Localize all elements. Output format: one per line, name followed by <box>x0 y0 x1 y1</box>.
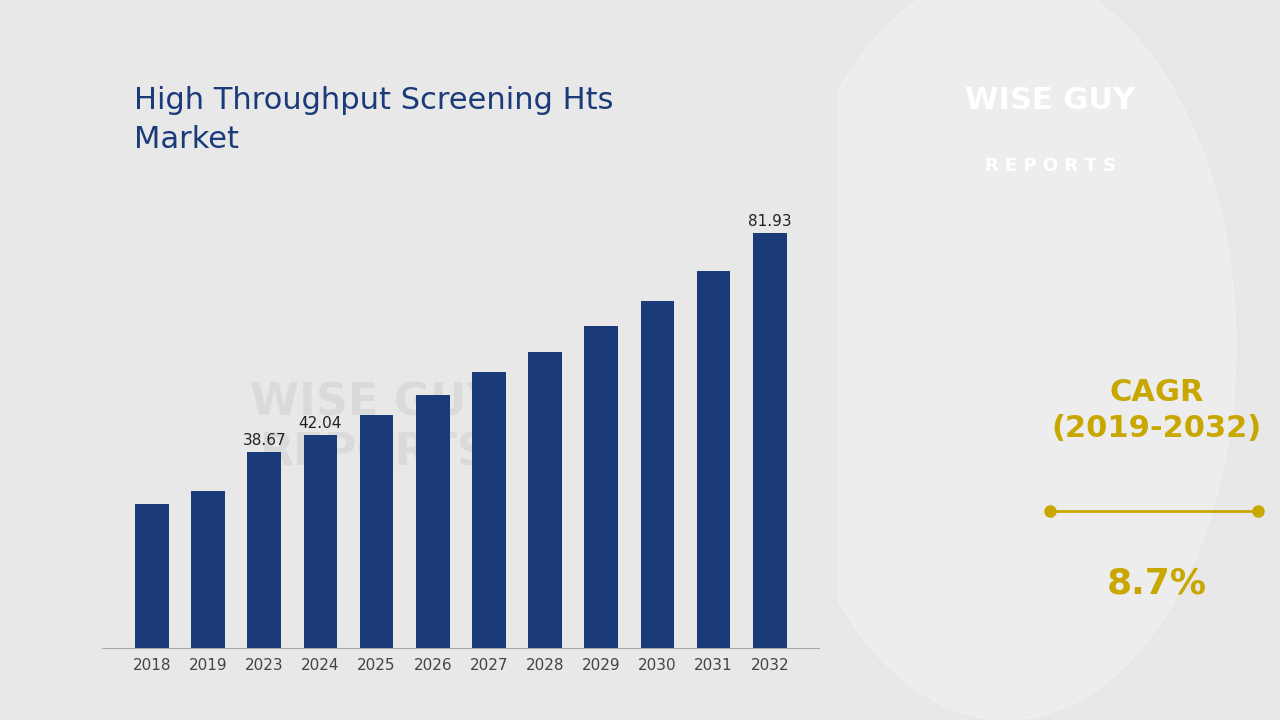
Text: 81.93: 81.93 <box>748 214 791 229</box>
Text: R E P O R T S: R E P O R T S <box>984 157 1116 175</box>
Text: 8.7%: 8.7% <box>1106 566 1206 600</box>
Bar <box>360 415 393 648</box>
Circle shape <box>777 0 1236 720</box>
Bar <box>247 452 282 648</box>
Bar <box>753 233 787 648</box>
Bar <box>191 491 225 648</box>
Bar <box>529 352 562 648</box>
Text: 42.04: 42.04 <box>298 416 342 431</box>
Text: High Throughput Screening Hts
Market: High Throughput Screening Hts Market <box>134 86 613 153</box>
Bar <box>640 301 675 648</box>
Text: CAGR
(2019-2032): CAGR (2019-2032) <box>1051 378 1262 443</box>
Text: WISE GUY
REPORTS: WISE GUY REPORTS <box>251 382 499 474</box>
Bar <box>416 395 449 648</box>
Text: WISE GUY: WISE GUY <box>965 86 1135 115</box>
Text: 38.67: 38.67 <box>242 433 285 448</box>
Bar <box>303 435 337 648</box>
Bar <box>472 372 506 648</box>
Bar <box>585 326 618 648</box>
Bar <box>134 504 169 648</box>
Bar <box>696 271 731 648</box>
